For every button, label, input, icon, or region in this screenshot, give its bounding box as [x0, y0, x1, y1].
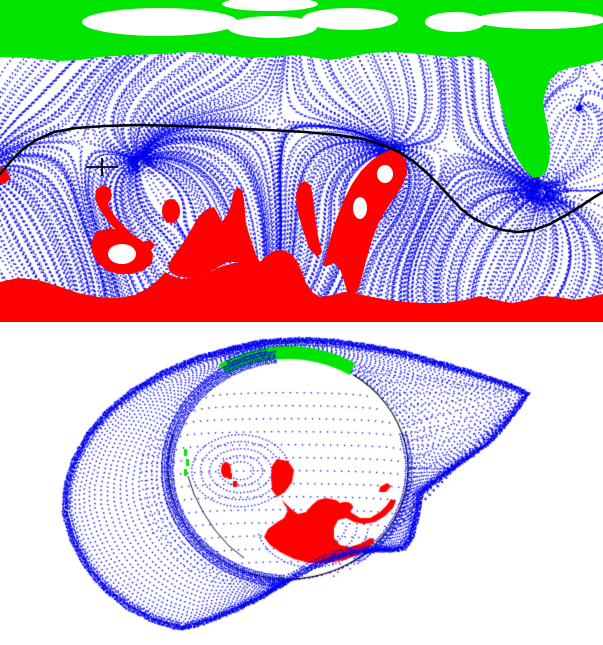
red-closed-field-patch [162, 199, 180, 223]
panel-synoptic-map [0, 0, 603, 322]
red-closed-field-patch [296, 181, 322, 257]
red-closed-field-patch [323, 150, 407, 296]
polar-white-streak [474, 11, 603, 29]
polar-white-streak [302, 8, 398, 30]
field-lines-canvas-3d [0, 322, 603, 645]
regions-overlay-top [0, 0, 603, 322]
white-hole [108, 244, 136, 264]
red-closed-field-patch [168, 187, 260, 278]
polar-white-streak [82, 8, 238, 36]
field-line-figure [0, 0, 603, 645]
panel-3d-view [0, 322, 603, 645]
polar-white-streak [425, 12, 485, 32]
red-closed-field-region-main [0, 250, 603, 322]
white-hole [353, 197, 367, 219]
white-hole [377, 165, 393, 183]
